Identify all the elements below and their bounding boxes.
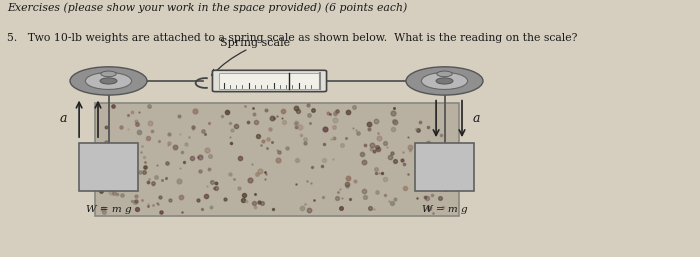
Text: a: a xyxy=(60,112,67,125)
Circle shape xyxy=(406,67,483,95)
Circle shape xyxy=(70,67,147,95)
Text: T: T xyxy=(419,79,428,93)
Circle shape xyxy=(436,78,453,84)
Circle shape xyxy=(421,72,468,89)
Text: T: T xyxy=(94,77,102,90)
Bar xyxy=(94,103,458,216)
Circle shape xyxy=(437,71,452,77)
FancyBboxPatch shape xyxy=(213,70,326,91)
Text: W = m g: W = m g xyxy=(85,205,132,214)
Text: 5.   Two 10-lb weights are attached to a spring scale as shown below.  What is t: 5. Two 10-lb weights are attached to a s… xyxy=(7,33,578,43)
Circle shape xyxy=(100,78,117,84)
Bar xyxy=(414,143,475,191)
Text: 10 lb: 10 lb xyxy=(431,162,458,172)
Circle shape xyxy=(85,72,132,89)
Text: Exercises (please show your work in the space provided) (6 points each): Exercises (please show your work in the … xyxy=(7,3,407,13)
Text: W = m g: W = m g xyxy=(421,205,468,214)
Bar xyxy=(220,73,319,89)
Text: a: a xyxy=(473,112,480,125)
Text: 10 lb: 10 lb xyxy=(95,162,122,172)
Bar xyxy=(78,143,139,191)
Circle shape xyxy=(101,71,116,77)
Text: Spring scale: Spring scale xyxy=(220,38,290,48)
